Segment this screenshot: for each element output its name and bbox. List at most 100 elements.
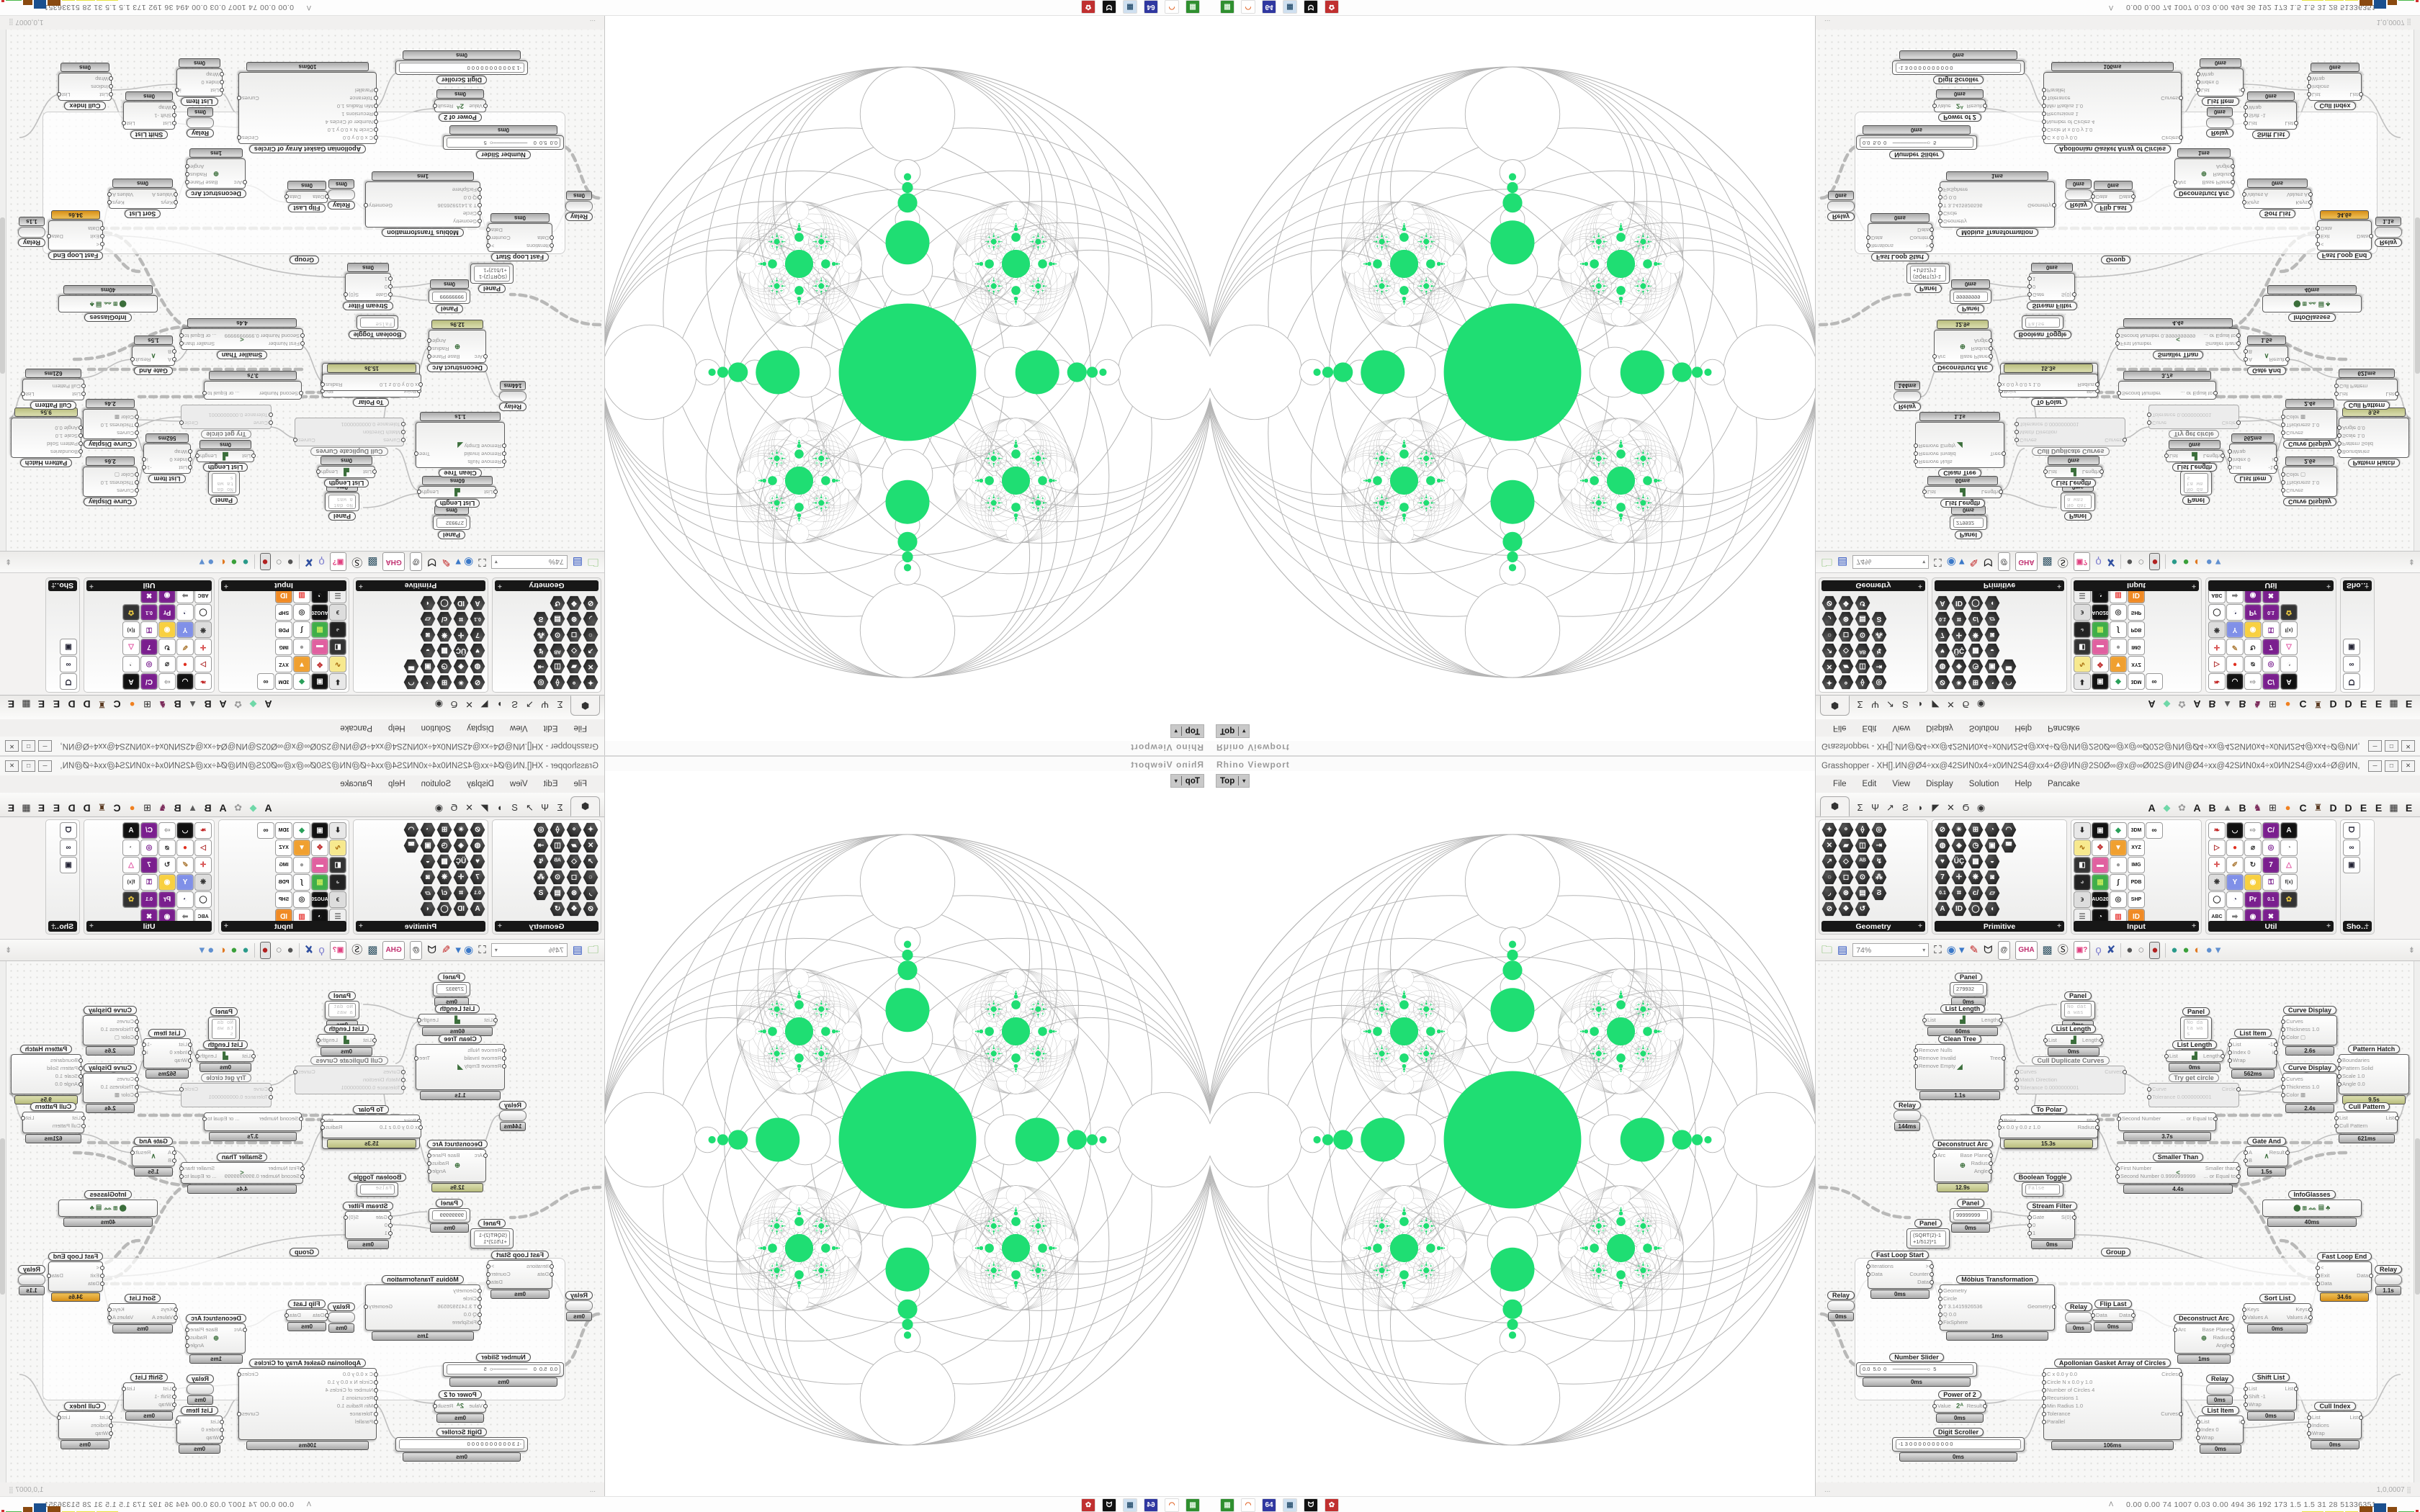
category-tab[interactable]: Ƨ (511, 802, 518, 813)
component-icon[interactable]: ❋ (1968, 627, 1984, 642)
component-icon[interactable]: ⚿ (2262, 874, 2280, 891)
output-port[interactable]: Angle (1973, 338, 1988, 344)
relay-5[interactable]: Relay 1.1s (2374, 217, 2403, 247)
input-port[interactable]: List (2307, 1414, 2321, 1421)
window-plant-icon[interactable]: ▩ (2042, 556, 2053, 569)
output-port[interactable]: List (2385, 1115, 2399, 1121)
flip-last[interactable]: Flip Last Data Data 0ms (2091, 1300, 2136, 1331)
input-port[interactable]: Tolerance 0.0000000001 (208, 412, 268, 418)
node-body[interactable]: List Length ▟ (2043, 1034, 2104, 1046)
output-port[interactable]: Length (2082, 469, 2099, 475)
component-icon[interactable]: ◆ (2110, 673, 2127, 690)
relay-2[interactable]: Relay 0ms (1827, 191, 1855, 221)
circle-node[interactable]: x 0.0 y 0.0 z 1.0 Radius 15.3s (322, 364, 421, 391)
relay-5[interactable]: Relay 1.1s (17, 1265, 46, 1295)
power-of-2[interactable]: Power of 2 Value Result 2ᴬ 0ms (1932, 1390, 1988, 1423)
node-body[interactable]: List List Cull Pattern (22, 379, 84, 400)
output-port[interactable]: Tree (419, 451, 431, 457)
component-icon[interactable]: AUG20 (311, 604, 328, 621)
output-port[interactable]: ... or Equal to (207, 1115, 240, 1122)
output-port[interactable]: ... or Equal to (2203, 333, 2236, 339)
component-icon[interactable]: ⇨ (158, 822, 176, 839)
relay-4[interactable]: Relay 0ms (186, 107, 215, 138)
close-button[interactable]: ✕ (5, 740, 19, 752)
curve-display-2[interactable]: Curve Display Curves Thickness 1.0 Color ▩ 2… (2282, 399, 2337, 449)
relay-3[interactable]: Relay 0ms (327, 1302, 356, 1333)
mail-doc-icon[interactable]: @ (1997, 940, 2011, 960)
node-value[interactable]: 0.0 5.0 0 ─────────○ 5 (447, 1364, 560, 1374)
mobius-transformation[interactable]: Möbius Transformation Geometry Circle T 3.1… (1940, 171, 2055, 237)
chevron-up-icon[interactable]: ᐱ (306, 4, 311, 12)
component-icon[interactable]: ◯ (194, 891, 212, 908)
collapse-toolbar-icon[interactable]: ⇟ (2408, 557, 2415, 566)
component-icon[interactable]: ⊘ (1821, 901, 1837, 917)
input-port[interactable]: Wrap (2201, 71, 2214, 78)
component-icon[interactable]: ⚿ (140, 874, 158, 891)
category-tab[interactable]: ◆ (2163, 802, 2171, 813)
category-tab[interactable]: ⬢ (570, 696, 600, 716)
calculator-icon[interactable]: ▦ (1123, 1498, 1137, 1512)
output-port[interactable]: Curves (2161, 1410, 2183, 1417)
component-icon[interactable]: ◇ (1838, 854, 1854, 869)
component-icon[interactable]: ⬇ (2074, 673, 2091, 690)
preview-wire-icon[interactable]: ○ (2138, 943, 2145, 956)
component-icon[interactable]: ↺ (1855, 595, 1870, 611)
component-icon[interactable]: ✛ (2208, 639, 2226, 655)
curve-display-2[interactable]: Curve Display Curves Thickness 1.0 Color ▩ 2… (83, 399, 138, 449)
node-body[interactable]: ⬤ ⊞ ᨐ ▤ ♣ (58, 295, 158, 312)
output-port[interactable]: Data (1917, 1279, 1934, 1285)
node-value[interactable]: 0.0 5.0 0 ─────────○ 5 (1860, 1364, 1973, 1374)
cull-duplicate-curves[interactable]: Cull Duplicate Curves Curves Curves Match D… (295, 1056, 404, 1094)
input-port[interactable]: Angle 0.0 (55, 425, 78, 431)
zoom-extents-icon[interactable]: ⛶ (478, 943, 486, 956)
component-icon[interactable]: SHP (275, 891, 292, 908)
input-port[interactable]: Curves (2286, 430, 2303, 436)
output-port[interactable]: Values A (2286, 1314, 2313, 1320)
component-icon[interactable]: ⊛ (1838, 886, 1854, 901)
node-body[interactable]: Second Number... or Equal to (2118, 381, 2216, 400)
output-port[interactable]: Geometry (369, 202, 393, 209)
category-tab[interactable]: ▲ (2223, 699, 2232, 710)
input-port[interactable]: Tolerance 0.0000000001 (208, 1094, 268, 1100)
input-port[interactable]: Number of Circles 4 (325, 1387, 373, 1393)
component-icon[interactable]: ◻ (1838, 627, 1854, 642)
output-port[interactable]: Curves (2105, 437, 2122, 444)
node-body[interactable]: x 0.0 y 0.0 z 1.0 Radius (1997, 1121, 2100, 1138)
node-body[interactable] (2206, 117, 2233, 128)
node-body[interactable] (499, 1110, 526, 1121)
node-body[interactable]: List List Shift -1 Wrap (123, 1382, 175, 1410)
component-icon[interactable]: ◡ (2226, 822, 2244, 839)
panel-99999999[interactable]: Panel 99999999 0ms (1950, 279, 1991, 313)
node-body[interactable]: Curves Thickness 1.0 Color ▩ (2282, 409, 2337, 439)
ribbon-group-label[interactable]: Sho… + (2343, 580, 2372, 591)
input-port[interactable]: Arc (1932, 1152, 1946, 1158)
category-tab[interactable]: Ϭ (1962, 699, 1970, 710)
category-tab[interactable]: ◤ (1932, 699, 1940, 710)
component-icon[interactable]: ▣ (2343, 639, 2360, 655)
menu-help[interactable]: Help (387, 780, 405, 788)
circle-node[interactable]: x 0.0 y 0.0 z 1.0 Radius 15.3s (1997, 1121, 2100, 1148)
component-icon[interactable]: ◎ (2262, 656, 2280, 672)
output-port[interactable]: Tree (1989, 451, 2001, 457)
input-port[interactable]: Curves (2286, 487, 2303, 494)
input-port[interactable]: Gate (375, 1214, 387, 1220)
input-port[interactable]: Min Radius 1.0 (2041, 1403, 2084, 1409)
component-icon[interactable]: ⚿ (140, 621, 158, 638)
component-icon[interactable]: ▱ (1984, 611, 2000, 626)
ribbon-group-label[interactable]: Geometry + (495, 921, 599, 932)
output-port[interactable]: List (2285, 1385, 2298, 1392)
component-icon[interactable]: ▩ (1968, 854, 1984, 869)
open-file-icon[interactable]: 🗀 (587, 556, 599, 569)
node-body[interactable]: -1 3 0 0 0 0 0 0 0 0 0 0 (395, 60, 528, 75)
input-port[interactable]: Indices (2307, 1422, 2329, 1428)
minimize-button[interactable]: ─ (38, 760, 52, 772)
component-icon[interactable]: SHP (2128, 604, 2145, 621)
input-port[interactable]: Match Direction (2020, 429, 2058, 436)
preview-off-icon[interactable]: ● (287, 556, 294, 569)
component-icon[interactable]: ● (293, 639, 310, 655)
node-body[interactable]: -1 3 0 0 0 0 0 0 0 0 0 0 (1892, 1437, 2025, 1452)
node-body[interactable]: Curves Thickness 1.0 Color ▩ (83, 1073, 138, 1103)
output-port[interactable]: Base Plane (190, 1326, 218, 1333)
open-file-icon[interactable]: 🗀 (1821, 943, 1833, 956)
component-icon[interactable]: ◇ (566, 854, 582, 869)
